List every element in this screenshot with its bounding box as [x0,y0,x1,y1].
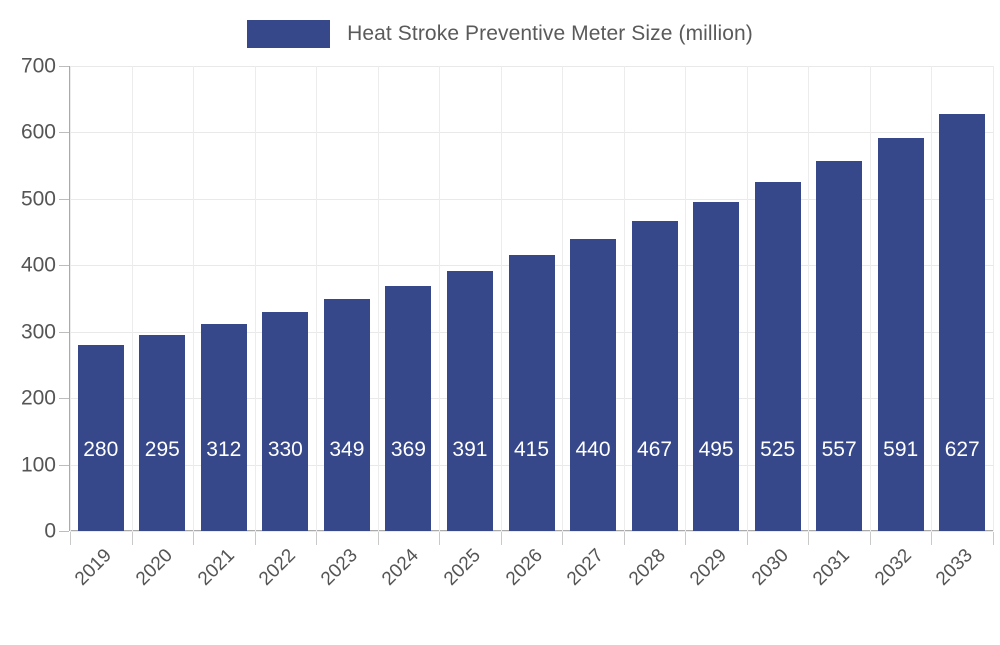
gridline-vertical [193,66,194,531]
gridline-horizontal [70,531,993,532]
gridline-horizontal [70,198,993,200]
y-axis-tick [59,132,69,134]
bar[interactable] [631,220,678,531]
x-axis-tick [501,532,502,545]
gridline-vertical [70,66,71,531]
x-axis-tick [378,532,379,545]
y-axis-label: 0 [44,519,56,543]
x-axis-tick [193,532,194,545]
gridline-vertical [255,66,256,531]
bar[interactable] [77,345,124,531]
gridline-vertical [870,66,871,531]
bar-value-label: 557 [821,438,857,461]
gridline-vertical [316,66,317,531]
bar[interactable] [693,202,740,531]
x-axis-tick [316,532,317,545]
bar[interactable] [939,114,986,531]
x-axis-tick [624,532,625,545]
bar[interactable] [877,138,924,531]
gridline-vertical [808,66,809,531]
x-axis-tick [870,532,871,545]
y-axis-tick [59,331,69,333]
bar-value-label: 591 [883,438,919,461]
bar[interactable] [570,238,617,531]
y-axis-label: 500 [20,187,56,211]
plot-area: 280 295 312 330 349 369 391 415 440 467 495 525 557 5… [70,66,994,532]
y-axis-label: 100 [20,453,56,477]
x-axis-tick [439,532,440,545]
legend-swatch-icon [247,20,331,48]
legend-label: Heat Stroke Preventive Meter Size (milli… [347,22,753,45]
bar-value-label: 440 [575,438,611,461]
chart-legend: Heat Stroke Preventive Meter Size (milli… [0,19,1000,49]
y-axis-tick [59,265,69,267]
bar-value-label: 349 [329,438,365,461]
x-axis-tick [132,532,133,545]
x-axis-tick [562,532,563,545]
bar-value-label: 525 [760,438,796,461]
x-axis-tick [993,532,994,545]
bar[interactable] [754,182,801,531]
y-axis-label: 700 [20,54,56,78]
y-axis-label: 300 [20,320,56,344]
bar[interactable] [323,299,370,531]
bar-value-label: 391 [452,438,488,461]
bar-value-label: 467 [637,438,673,461]
bar[interactable] [446,271,493,531]
bar-value-label: 295 [144,438,180,461]
bar-value-label: 627 [944,438,980,461]
y-axis-tick [59,66,69,67]
gridline-vertical [993,66,994,531]
gridline-vertical [931,66,932,531]
x-axis-tick [931,532,932,545]
gridline-horizontal [70,66,993,67]
bar-value-label: 330 [267,438,303,461]
bar[interactable] [262,311,309,531]
y-axis-tick [59,198,69,200]
bar-value-label: 369 [390,438,426,461]
gridline-vertical [624,66,625,531]
y-axis-tick [59,531,69,532]
bar-value-label: 415 [513,438,550,461]
bar[interactable] [139,335,186,531]
gridline-vertical [747,66,748,531]
bar-value-label: 495 [698,438,734,461]
x-axis-tick [255,532,256,545]
y-axis-tick [59,398,69,400]
gridline-vertical [439,66,440,531]
gridline-vertical [562,66,563,531]
y-axis-label: 600 [20,120,56,144]
x-axis-tick [685,532,686,545]
gridline-vertical [501,66,502,531]
x-axis-tick [808,532,809,545]
y-axis-label: 200 [20,386,56,410]
gridline-vertical [685,66,686,531]
y-axis-label: 400 [20,253,56,277]
bar[interactable] [385,285,432,531]
bar[interactable] [200,323,247,531]
x-axis-tick [747,532,748,545]
bar-value-label: 280 [83,438,119,461]
gridline-vertical [378,66,379,531]
y-axis-tick [59,464,69,466]
gridline-vertical [132,66,133,531]
bar[interactable] [816,160,863,531]
bar-value-label: 312 [206,438,242,461]
bar[interactable] [508,255,555,531]
x-axis-tick [70,532,71,545]
gridline-horizontal [70,132,993,134]
bar-chart: Heat Stroke Preventive Meter Size (milli… [0,19,1000,590]
